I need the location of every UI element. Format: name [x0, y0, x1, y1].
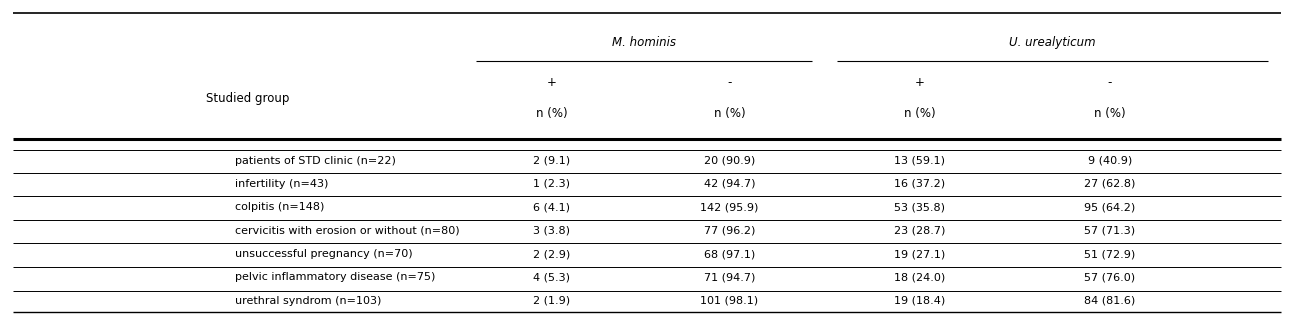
Text: +: + — [547, 76, 556, 89]
Text: M. hominis: M. hominis — [612, 36, 675, 49]
Text: 2 (9.1): 2 (9.1) — [533, 156, 571, 166]
Text: colpitis (n=148): colpitis (n=148) — [234, 202, 325, 212]
Text: 3 (3.8): 3 (3.8) — [533, 226, 571, 236]
Text: urethral syndrom (n=103): urethral syndrom (n=103) — [234, 296, 382, 306]
Text: 71 (94.7): 71 (94.7) — [704, 273, 756, 282]
Text: 20 (90.9): 20 (90.9) — [704, 156, 756, 166]
Text: n (%): n (%) — [536, 107, 568, 120]
Text: +: + — [915, 76, 925, 89]
Text: n (%): n (%) — [1093, 107, 1126, 120]
Text: unsuccessful pregnancy (n=70): unsuccessful pregnancy (n=70) — [234, 249, 413, 259]
Text: 95 (64.2): 95 (64.2) — [1084, 202, 1136, 212]
Text: 19 (27.1): 19 (27.1) — [894, 249, 946, 259]
Text: patients of STD clinic (n=22): patients of STD clinic (n=22) — [234, 156, 396, 166]
Text: 16 (37.2): 16 (37.2) — [894, 179, 945, 189]
Text: pelvic inflammatory disease (n=75): pelvic inflammatory disease (n=75) — [234, 273, 435, 282]
Text: 27 (62.8): 27 (62.8) — [1084, 179, 1136, 189]
Text: 84 (81.6): 84 (81.6) — [1084, 296, 1136, 306]
Text: 57 (71.3): 57 (71.3) — [1084, 226, 1135, 236]
Text: n (%): n (%) — [903, 107, 936, 120]
Text: 53 (35.8): 53 (35.8) — [894, 202, 945, 212]
Text: 18 (24.0): 18 (24.0) — [894, 273, 946, 282]
Text: 23 (28.7): 23 (28.7) — [894, 226, 946, 236]
Text: 1 (2.3): 1 (2.3) — [533, 179, 571, 189]
Text: -: - — [727, 76, 731, 89]
Text: -: - — [1108, 76, 1112, 89]
Text: 19 (18.4): 19 (18.4) — [894, 296, 946, 306]
Text: 142 (95.9): 142 (95.9) — [700, 202, 758, 212]
Text: 2 (1.9): 2 (1.9) — [533, 296, 571, 306]
Text: n (%): n (%) — [713, 107, 745, 120]
Text: infertility (n=43): infertility (n=43) — [234, 179, 329, 189]
Text: cervicitis with erosion or without (n=80): cervicitis with erosion or without (n=80… — [234, 226, 459, 236]
Text: 68 (97.1): 68 (97.1) — [704, 249, 756, 259]
Text: 2 (2.9): 2 (2.9) — [533, 249, 571, 259]
Text: 9 (40.9): 9 (40.9) — [1088, 156, 1132, 166]
Text: 13 (59.1): 13 (59.1) — [894, 156, 945, 166]
Text: 77 (96.2): 77 (96.2) — [704, 226, 756, 236]
Text: Studied group: Studied group — [206, 92, 290, 105]
Text: 101 (98.1): 101 (98.1) — [700, 296, 758, 306]
Text: 6 (4.1): 6 (4.1) — [533, 202, 571, 212]
Text: U. urealyticum: U. urealyticum — [1009, 36, 1096, 49]
Text: 57 (76.0): 57 (76.0) — [1084, 273, 1135, 282]
Text: 4 (5.3): 4 (5.3) — [533, 273, 571, 282]
Text: 51 (72.9): 51 (72.9) — [1084, 249, 1136, 259]
Text: 42 (94.7): 42 (94.7) — [704, 179, 756, 189]
